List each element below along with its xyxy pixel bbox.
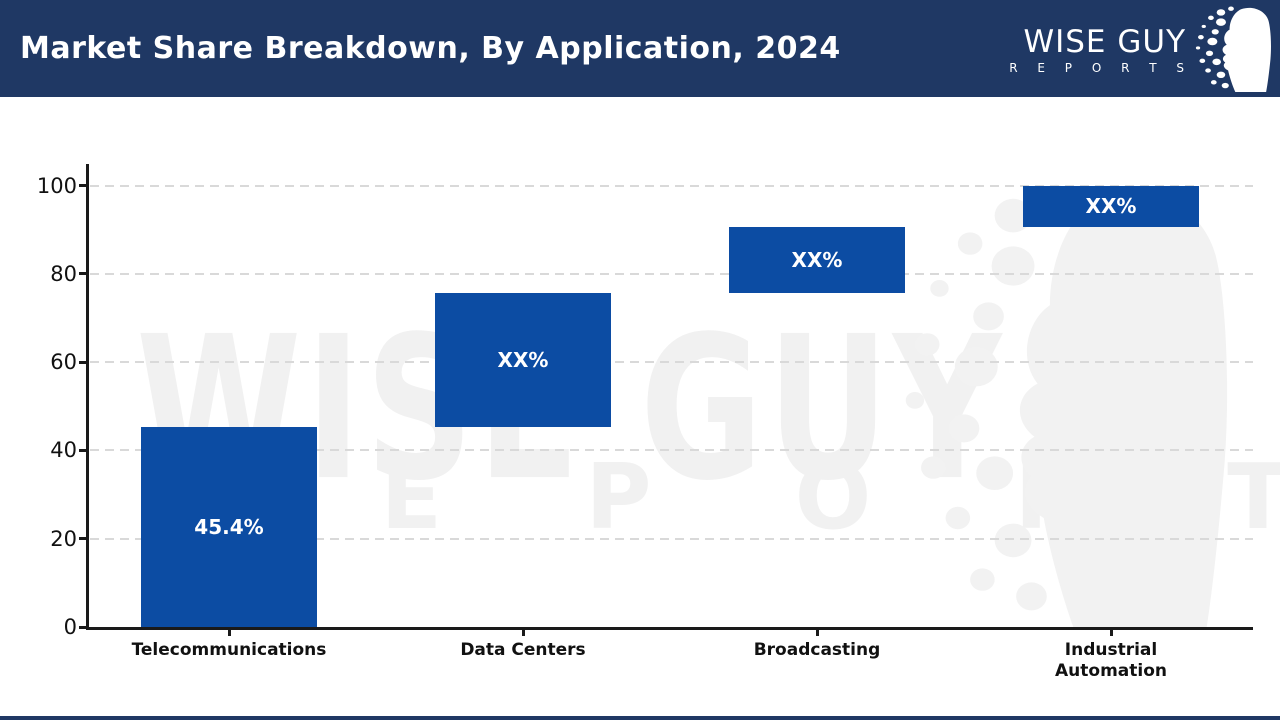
footer-accent-strip bbox=[0, 716, 1280, 720]
y-axis-tick-0 bbox=[79, 625, 87, 629]
gridline-y60 bbox=[90, 361, 1253, 364]
y-axis-label-0: 0 bbox=[63, 615, 77, 639]
y-axis-tick-80 bbox=[79, 272, 87, 276]
x-axis-tick-1 bbox=[521, 628, 525, 636]
y-axis-label-60: 60 bbox=[50, 350, 77, 375]
brand-logo-text: WISE GUY R E P O R T S bbox=[1009, 25, 1186, 75]
bar-value-label: 45.4% bbox=[194, 514, 264, 539]
brand-logo: WISE GUY R E P O R T S bbox=[1009, 0, 1274, 97]
gridline-y80 bbox=[90, 272, 1253, 275]
header-bar: Market Share Breakdown, By Application, … bbox=[0, 0, 1280, 97]
bar-value-label: XX% bbox=[497, 347, 549, 372]
y-axis-tick-100 bbox=[79, 184, 87, 187]
y-axis-tick-20 bbox=[79, 537, 87, 541]
y-axis-tick-60 bbox=[79, 360, 87, 364]
y-axis-label-100: 100 bbox=[36, 173, 77, 198]
gridline-y40 bbox=[90, 449, 1253, 452]
x-axis-tick-0 bbox=[227, 628, 231, 636]
brand-name: WISE GUY bbox=[1023, 23, 1186, 60]
bar-telecommunications: 45.4% bbox=[141, 426, 317, 627]
x-axis-tick-2 bbox=[815, 628, 819, 636]
watermark-face-icon bbox=[872, 182, 1240, 630]
x-axis-label-0: Telecommunications bbox=[131, 640, 327, 660]
y-axis-label-20: 20 bbox=[50, 526, 77, 551]
y-axis-line bbox=[86, 164, 89, 630]
y-axis-tick-40 bbox=[79, 448, 87, 452]
bar-broadcasting: XX% bbox=[729, 227, 905, 293]
brand-subtitle: R E P O R T S bbox=[1009, 60, 1192, 75]
x-axis-line bbox=[86, 627, 1253, 630]
x-axis-label-3: Industrial Automation bbox=[1055, 640, 1167, 681]
chart-area: WISE GUY R E P O R T S 02040608010045.4%… bbox=[0, 97, 1280, 716]
y-axis-label-40: 40 bbox=[50, 438, 77, 463]
x-axis-tick-3 bbox=[1109, 628, 1113, 636]
x-axis-label-1: Data Centers bbox=[460, 640, 586, 660]
bar-data-centers: XX% bbox=[435, 292, 611, 427]
bar-value-label: XX% bbox=[791, 247, 843, 272]
x-axis-label-2: Broadcasting bbox=[753, 640, 881, 660]
brand-face-icon bbox=[1188, 6, 1274, 92]
gridline-y100 bbox=[90, 184, 1253, 187]
y-axis-label-80: 80 bbox=[50, 261, 77, 286]
bar-industrial-automation: XX% bbox=[1023, 185, 1199, 227]
gridline-y20 bbox=[90, 537, 1253, 540]
bar-value-label: XX% bbox=[1085, 194, 1137, 219]
page-title: Market Share Breakdown, By Application, … bbox=[20, 31, 841, 66]
